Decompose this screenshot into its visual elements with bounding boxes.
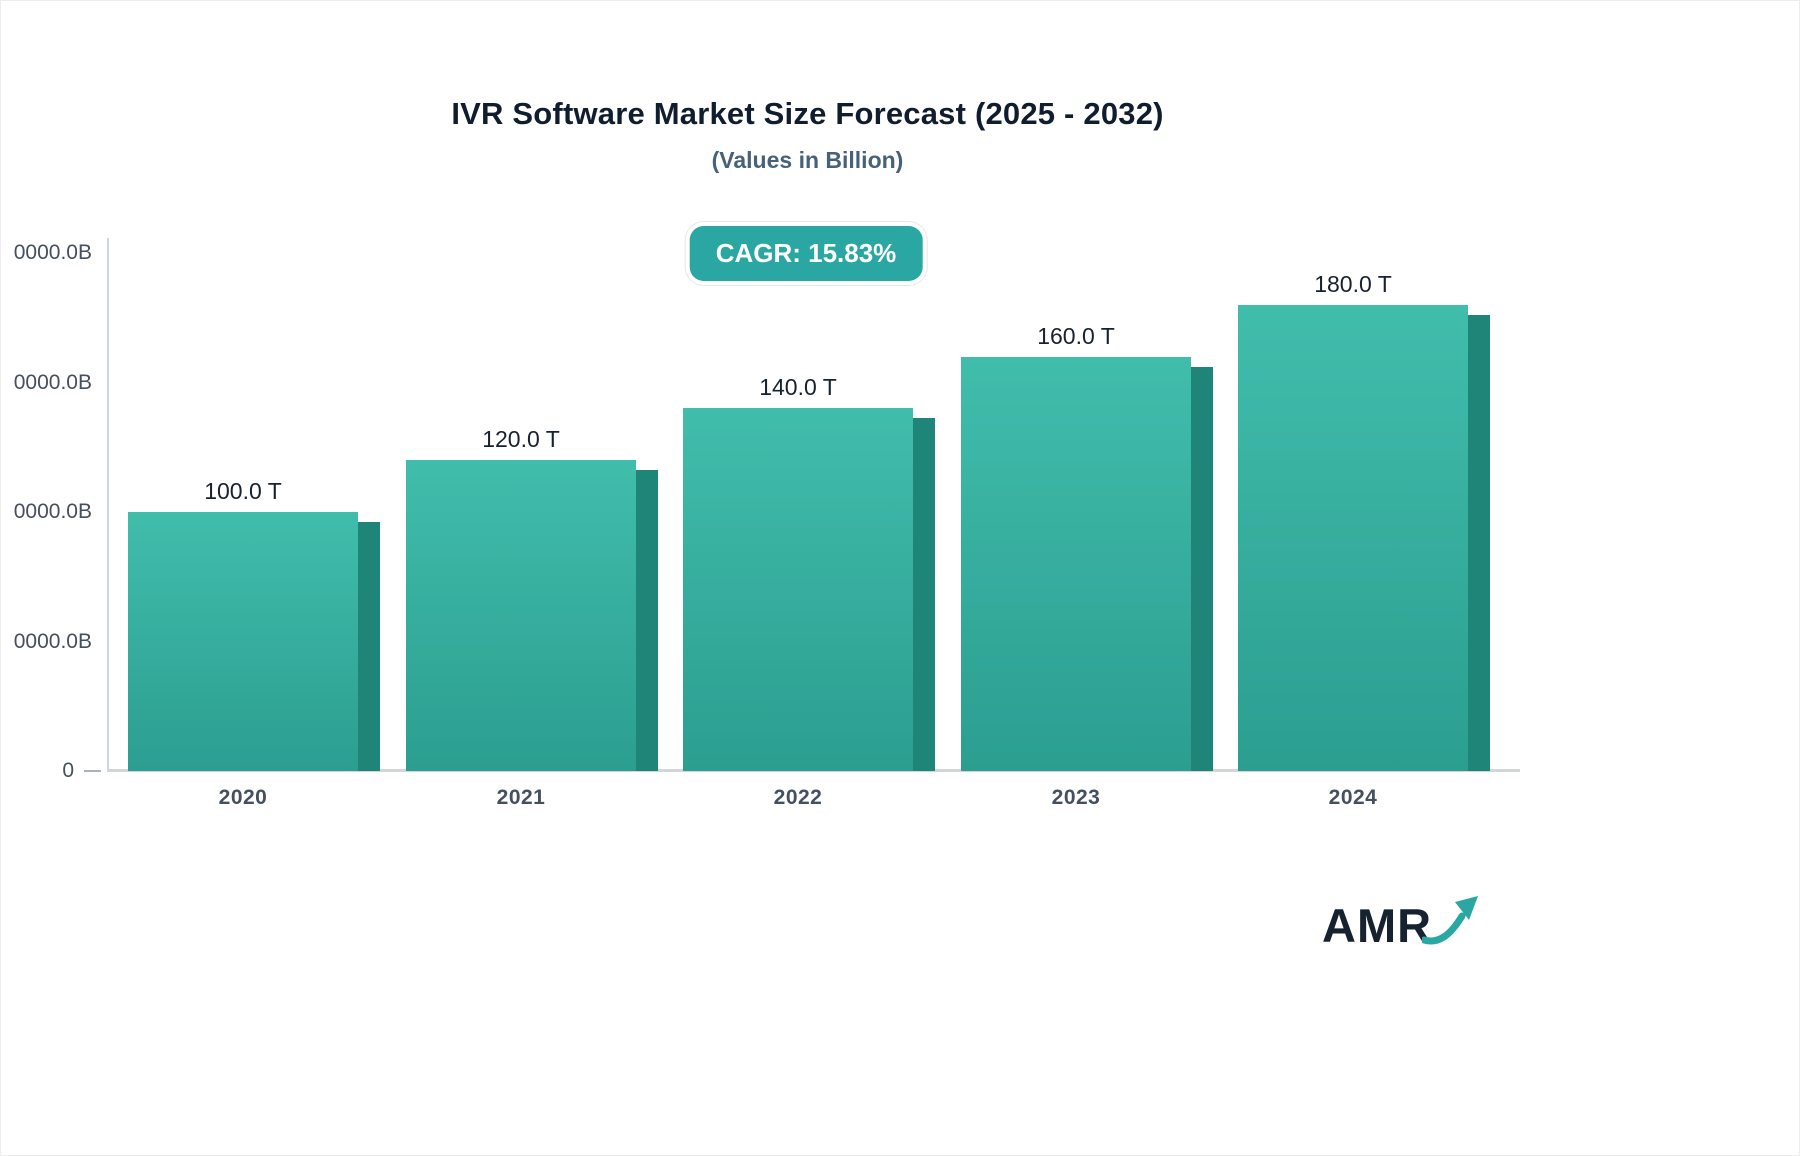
x-axis-label: 2022 xyxy=(773,786,823,809)
bar-2023: 160.0 T xyxy=(961,323,1213,771)
y-axis-line xyxy=(107,238,109,771)
bar-2020: 100.0 T xyxy=(128,478,380,771)
bar-value-label: 140.0 T xyxy=(759,374,837,401)
y-tick-label: 0000.0B xyxy=(13,370,92,394)
bar-face xyxy=(683,408,913,771)
y-tick-label: 0000.0B xyxy=(13,241,92,264)
x-axis-label: 2021 xyxy=(496,786,546,809)
y-tick-label: 0000.0B xyxy=(13,629,92,653)
cagr-badge: CAGR: 15.83% xyxy=(689,226,923,281)
x-axis-label: 2023 xyxy=(1051,786,1101,809)
bar-2024: 180.0 T xyxy=(1238,271,1490,771)
bar-value-label: 100.0 T xyxy=(204,478,282,504)
bar-value-label: 160.0 T xyxy=(1037,322,1115,349)
bar-value-label: 180.0 T xyxy=(1314,270,1392,297)
amr-logo-text: AMR xyxy=(1322,899,1433,952)
x-axis-label: 2024 xyxy=(1328,786,1378,809)
x-axis-label: 2020 xyxy=(218,786,268,809)
chart-subtitle: (Values in Billion) xyxy=(711,147,904,173)
bar-face xyxy=(128,512,358,771)
bar-2021: 120.0 T xyxy=(406,426,658,771)
zero-tick-mark xyxy=(84,770,101,772)
bar-value-label: 120.0 T xyxy=(482,426,560,453)
chart-title: IVR Software Market Size Forecast (2025 … xyxy=(451,96,1164,131)
bar-side-shadow xyxy=(358,522,380,771)
bar-side-shadow xyxy=(636,470,658,771)
bar-side-shadow xyxy=(913,418,935,771)
bar-face xyxy=(1238,304,1468,771)
bar-side-shadow xyxy=(1468,314,1490,771)
y-tick-label: 0000.0B xyxy=(13,500,92,523)
bar-side-shadow xyxy=(1191,366,1213,771)
bar-2022: 140.0 T xyxy=(683,374,935,771)
bar-face xyxy=(961,356,1191,771)
y-tick-label: 0 xyxy=(62,759,74,782)
amr-logo: AMR xyxy=(1322,896,1502,964)
amr-logo-arrow-icon xyxy=(1420,894,1480,955)
bar-face xyxy=(406,460,636,771)
